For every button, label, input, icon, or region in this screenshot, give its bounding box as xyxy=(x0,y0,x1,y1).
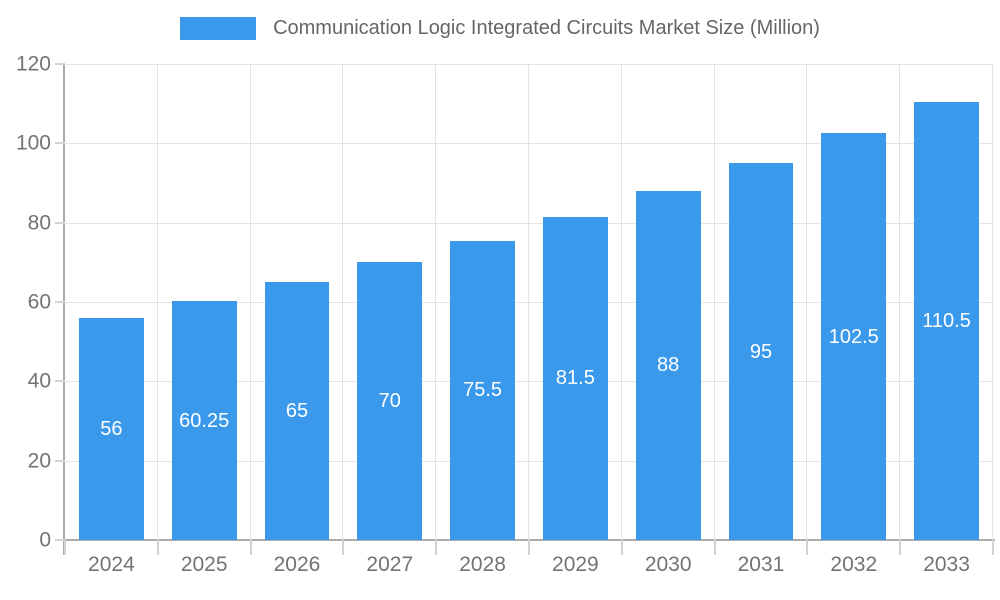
legend-swatch xyxy=(180,17,257,40)
x-axis-tick-label: 2033 xyxy=(923,553,970,576)
x-axis-tick-label: 2024 xyxy=(88,553,135,576)
x-tick xyxy=(64,540,66,555)
x-axis-tick-label: 2025 xyxy=(180,553,228,576)
bar-value-label: 60.25 xyxy=(179,409,230,432)
bar: 56 xyxy=(78,317,144,540)
bar: 75.5 xyxy=(450,240,516,540)
x-axis-tick-label: 2029 xyxy=(552,553,599,576)
x-tick xyxy=(992,540,994,555)
y-tick xyxy=(55,301,65,303)
x-gridline xyxy=(156,64,158,540)
bar: 110.5 xyxy=(914,101,980,540)
y-axis-label: 60 xyxy=(27,290,51,314)
y-tick xyxy=(55,63,65,65)
x-axis-labels: 2024 2025 2026 2027 2028 2029 2030 2031 2032 2033 xyxy=(65,553,993,577)
y-tick xyxy=(55,459,65,462)
bar-value-label: 65 xyxy=(285,400,309,423)
bar-value-label: 110.5 xyxy=(922,309,971,332)
x-tick xyxy=(156,540,159,555)
x-axis-tick-label: 2030 xyxy=(644,553,692,576)
bars-row: 56 60.25 65 70 75.5 81.5 88 95 102.5 110.5 xyxy=(65,64,993,540)
y-axis-label: 120 xyxy=(15,52,51,76)
y-axis-label: 80 xyxy=(27,211,51,235)
x-gridline xyxy=(806,64,808,540)
bar: 65 xyxy=(264,282,330,540)
x-tick xyxy=(342,540,345,555)
x-axis-tick-label: 2032 xyxy=(830,553,878,576)
bar-value-label: 95 xyxy=(749,340,773,363)
x-tick xyxy=(806,540,809,555)
y-gridline xyxy=(65,302,993,303)
x-axis-tick-label: 2027 xyxy=(366,553,414,576)
bar: 81.5 xyxy=(542,216,608,540)
bar-cell: 110.5 xyxy=(900,64,993,540)
bar: 102.5 xyxy=(821,133,887,540)
x-gridline xyxy=(899,64,901,540)
legend-item[interactable]: Communication Logic Integrated Circuits … xyxy=(180,17,820,40)
bar-cell: 75.5 xyxy=(436,64,529,540)
bar: 95 xyxy=(728,163,794,540)
y-axis-label: 20 xyxy=(27,449,51,473)
y-axis-label: 40 xyxy=(27,369,51,393)
x-tick xyxy=(620,540,623,555)
x-gridline xyxy=(992,64,993,540)
x-gridline xyxy=(342,64,344,540)
y-axis-line xyxy=(63,63,65,555)
bar: 60.25 xyxy=(171,301,237,540)
bar-cell: 81.5 xyxy=(529,64,622,540)
bar-cell: 70 xyxy=(343,64,436,540)
y-tick xyxy=(55,380,65,383)
x-gridline xyxy=(249,64,251,540)
x-gridline xyxy=(620,64,622,540)
x-axis-line xyxy=(55,539,995,541)
x-tick xyxy=(528,540,530,555)
y-axis-label: 100 xyxy=(15,131,51,155)
x-gridline xyxy=(528,64,529,540)
x-axis-tick-label: 2026 xyxy=(273,553,321,576)
legend-label: Communication Logic Integrated Circuits … xyxy=(273,17,820,39)
y-gridline xyxy=(65,381,993,383)
y-gridline xyxy=(65,222,993,224)
bar-cell: 65 xyxy=(251,64,344,540)
x-tick xyxy=(713,540,716,555)
bar-value-label: 75.5 xyxy=(463,379,503,402)
x-gridline xyxy=(713,64,715,540)
bar-cell: 88 xyxy=(622,64,715,540)
bar-value-label: 70 xyxy=(378,390,401,413)
bar-cell: 102.5 xyxy=(807,64,900,540)
y-tick xyxy=(55,142,65,145)
bar-value-label: 102.5 xyxy=(828,325,879,348)
y-gridline xyxy=(65,460,993,462)
bar-cell: 60.25 xyxy=(158,64,251,540)
chart-legend: Communication Logic Integrated Circuits … xyxy=(0,17,1000,40)
y-tick xyxy=(55,221,65,224)
bar: 70 xyxy=(357,262,423,540)
bar-value-label: 81.5 xyxy=(555,367,595,390)
x-axis-tick-label: 2028 xyxy=(459,553,506,576)
bar: 88 xyxy=(635,190,701,540)
y-gridline xyxy=(65,64,993,65)
bar-cell: 56 xyxy=(65,64,158,540)
x-axis-tick-label: 2031 xyxy=(737,553,785,576)
x-tick xyxy=(899,540,902,555)
bar-value-label: 56 xyxy=(100,417,123,440)
plot-area: 56 60.25 65 70 75.5 81.5 88 95 102.5 110.5 0 20 40 6… xyxy=(16,54,994,555)
y-gridline xyxy=(65,143,993,145)
bar-value-label: 88 xyxy=(657,354,680,377)
bar-cell: 95 xyxy=(715,64,808,540)
x-tick xyxy=(249,540,252,555)
y-tick xyxy=(55,539,65,541)
x-gridline xyxy=(435,64,437,540)
x-tick xyxy=(435,540,438,555)
y-axis-label: 0 xyxy=(39,528,51,552)
